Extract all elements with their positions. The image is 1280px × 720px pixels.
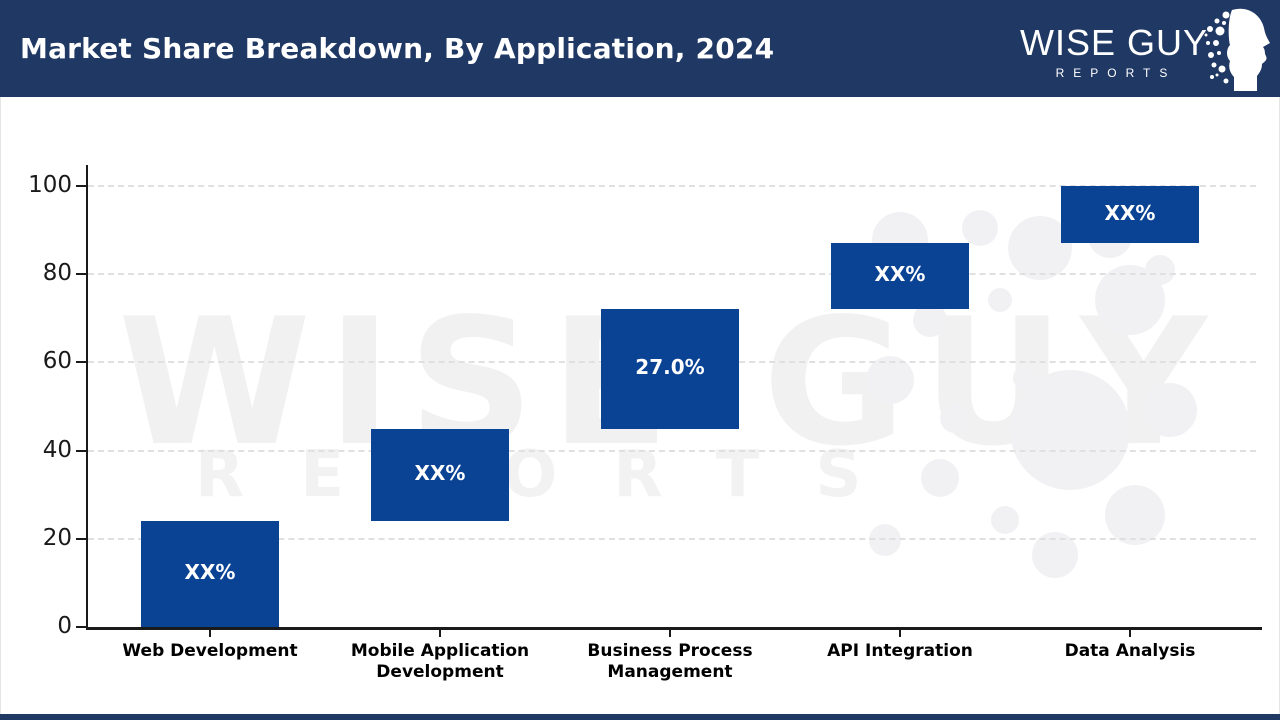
watermark-dot	[921, 459, 959, 497]
x-axis-tick	[209, 629, 211, 637]
bar	[831, 243, 969, 310]
gridline	[88, 449, 1256, 452]
watermark-dot	[1010, 370, 1130, 490]
bar	[1061, 186, 1199, 244]
watermark-dot	[869, 524, 901, 556]
y-axis-tick	[76, 626, 88, 628]
y-axis-line	[86, 165, 88, 630]
wiseguy-logo: WISE GUY REPORTS	[1020, 0, 1272, 97]
gridline	[88, 537, 1256, 540]
x-axis-tick	[1129, 629, 1131, 637]
watermark-dot	[988, 288, 1012, 312]
category-label: Mobile Application Development	[350, 641, 530, 683]
y-axis-label: 100	[28, 172, 72, 198]
logo-wordmark: WISE GUY	[1019, 22, 1208, 63]
watermark-dot	[940, 403, 970, 433]
y-axis-label: 0	[57, 613, 72, 639]
watermark-dot	[1143, 383, 1197, 437]
category-label: Data Analysis	[1064, 641, 1196, 661]
category-label: API Integration	[827, 641, 973, 661]
y-axis-tick	[76, 361, 88, 364]
y-axis-label: 20	[42, 524, 72, 551]
bar-value-label: XX%	[1104, 200, 1156, 225]
gridline	[88, 185, 1256, 187]
page-title: Market Share Breakdown, By Application, …	[20, 32, 775, 65]
x-axis-tick	[439, 629, 441, 637]
bar-value-label: XX%	[414, 460, 466, 485]
y-axis-tick	[76, 273, 88, 276]
logo-text: WISE GUY REPORTS	[1020, 22, 1208, 80]
x-axis-line	[86, 627, 1262, 630]
bar	[371, 428, 509, 522]
x-axis-tick	[899, 629, 901, 637]
category-label: Web Development	[122, 641, 298, 661]
footer-bar	[0, 714, 1280, 720]
bar	[141, 521, 279, 627]
bar-value-label: XX%	[874, 262, 926, 287]
y-axis-label: 40	[42, 436, 72, 463]
bar	[601, 309, 739, 429]
y-axis-label: 80	[42, 260, 72, 287]
watermark-dot	[1095, 265, 1165, 335]
category-label: Business Process Management	[587, 641, 753, 683]
bar-value-label: 27.0%	[635, 355, 705, 379]
watermark-dot	[866, 356, 914, 404]
logo-head-icon	[1204, 8, 1270, 91]
logo-subtext: REPORTS	[1055, 66, 1177, 80]
gridline	[88, 273, 1256, 276]
y-axis-label: 60	[42, 348, 72, 375]
y-axis-tick	[76, 449, 88, 452]
y-axis-tick	[76, 537, 88, 540]
watermark-dot	[991, 506, 1019, 534]
y-axis-tick	[76, 185, 88, 187]
header-bar: Market Share Breakdown, By Application, …	[0, 0, 1280, 97]
bar-value-label: XX%	[184, 560, 236, 585]
x-axis-tick	[669, 629, 671, 637]
watermark-dot	[962, 210, 998, 246]
watermark-dot	[1105, 485, 1165, 545]
